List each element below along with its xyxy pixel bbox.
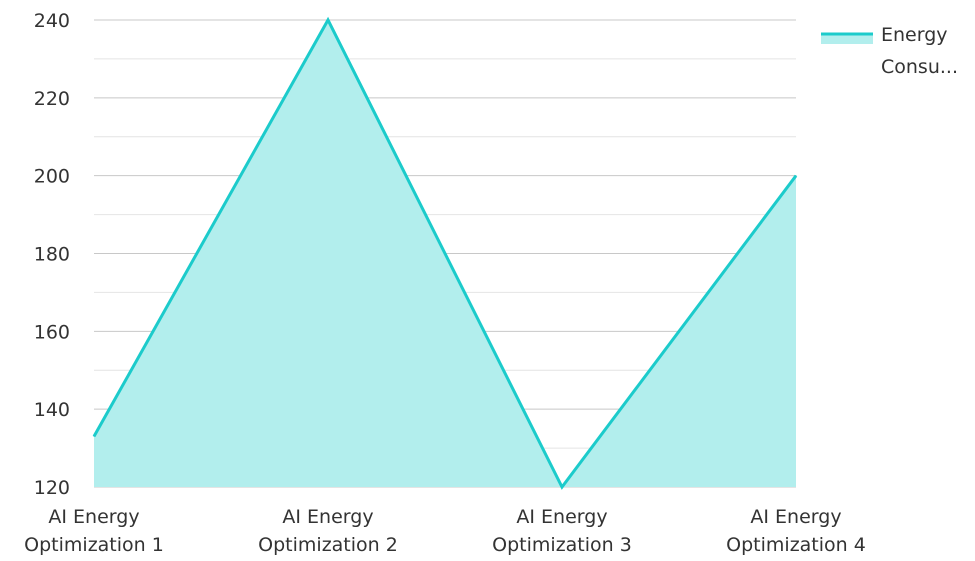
x-tick-label-1: AI Energy Optimization 1 — [24, 506, 164, 556]
series-area-group — [92, 16, 798, 490]
x-tick-label-4: AI Energy Optimization 4 — [726, 506, 866, 556]
x-axis: AI Energy Optimization 1 AI Energy Optimiza… — [24, 506, 866, 556]
y-axis: 120 140 160 180 200 220 240 — [34, 10, 70, 499]
legend-swatch-fill — [821, 34, 873, 44]
data-point-4 — [795, 175, 797, 177]
y-tick-label: 120 — [34, 477, 70, 499]
y-tick-label: 160 — [34, 321, 70, 343]
x-tick-label-2: AI Energy Optimization 2 — [258, 506, 398, 556]
y-tick-label: 180 — [34, 244, 70, 266]
y-tick-label: 200 — [34, 166, 70, 188]
legend: Energy Consu... — [821, 24, 958, 78]
data-point-2 — [327, 19, 329, 21]
data-point-3 — [561, 486, 563, 488]
series-line — [92, 16, 798, 490]
y-tick-label: 220 — [34, 88, 70, 110]
x-tick-label-3: AI Energy Optimization 3 — [492, 506, 632, 556]
y-tick-label: 140 — [34, 399, 70, 421]
y-tick-label: 240 — [34, 10, 70, 32]
legend-label: Energy Consu... — [881, 24, 958, 78]
data-point-1 — [93, 435, 95, 437]
